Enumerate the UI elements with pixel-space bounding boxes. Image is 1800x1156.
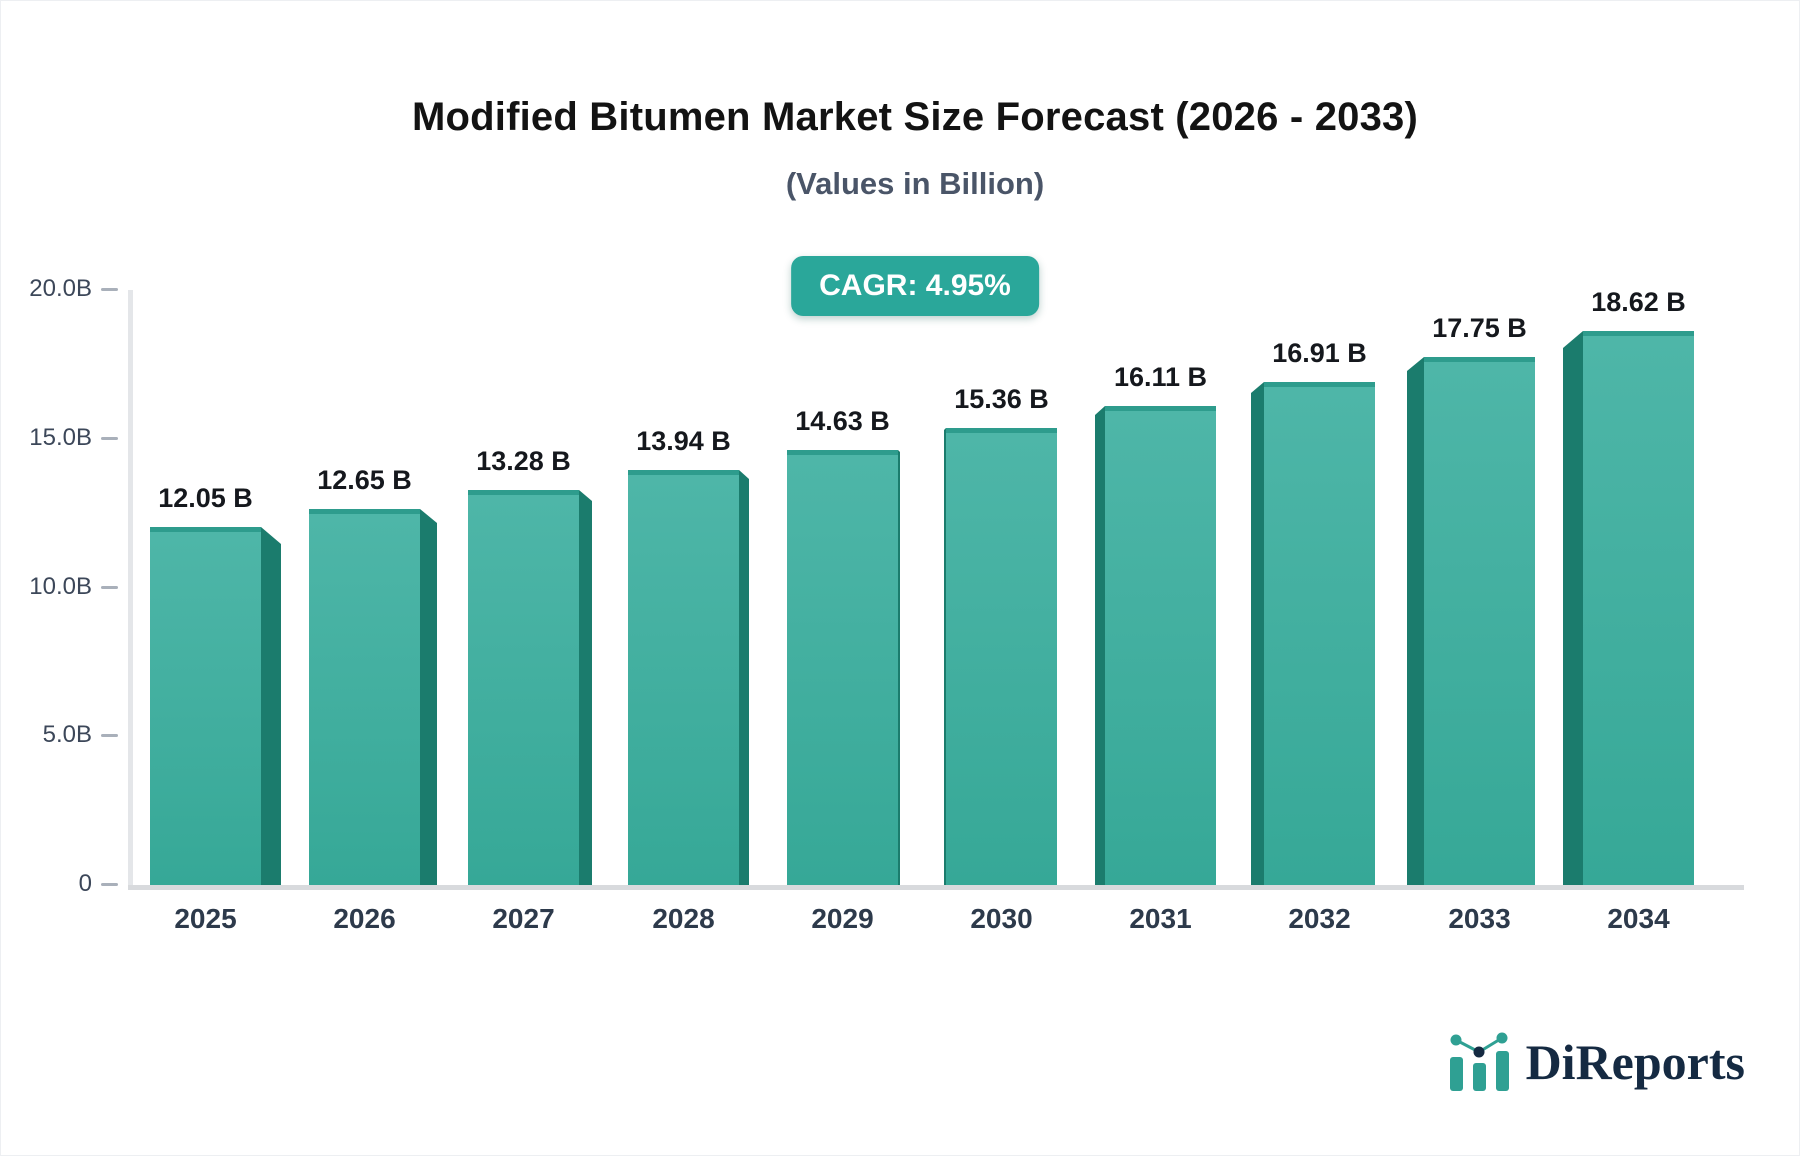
bar-value-label: 12.05 B <box>158 483 253 513</box>
x-axis-label-2027: 2027 <box>492 903 555 934</box>
bar-2030 <box>946 428 1057 885</box>
bar-side-2025 <box>261 527 281 885</box>
x-axis-label-2031: 2031 <box>1129 903 1192 934</box>
bar-2026 <box>309 509 420 885</box>
bar-side-2028 <box>739 470 749 885</box>
direports-logo: DiReports <box>1444 1030 1745 1094</box>
direports-logo-icon <box>1449 1032 1509 1091</box>
bar-side-2031 <box>1095 406 1105 885</box>
direports-logo-text: DiReports <box>1525 1034 1745 1090</box>
y-tick-label: 5.0B <box>42 721 92 749</box>
y-tick-mark <box>101 288 118 291</box>
bar-side-2027 <box>579 490 592 885</box>
y-tick-mark <box>101 883 118 886</box>
bar-2027 <box>468 490 579 885</box>
bar-value-label: 17.75 B <box>1432 313 1527 343</box>
bar-side-2034 <box>1563 331 1583 885</box>
y-tick-mark <box>101 585 118 589</box>
bar-2033 <box>1424 357 1535 885</box>
x-axis-label-2029: 2029 <box>811 903 874 934</box>
bar-value-label: 15.36 B <box>954 384 1049 414</box>
x-axis-label-2033: 2033 <box>1448 903 1511 934</box>
chart-subtitle: (Values in Billion) <box>785 166 1045 201</box>
bar-value-label: 13.28 B <box>476 446 571 476</box>
bar-value-label: 13.94 B <box>636 426 731 456</box>
chart-title: Modified Bitumen Market Size Forecast (2… <box>411 95 1419 139</box>
bar-2029 <box>787 450 898 885</box>
y-tick-label: 15.0B <box>29 423 92 451</box>
bar-value-label: 16.11 B <box>1113 362 1208 392</box>
bar-value-label: 14.63 B <box>795 406 890 436</box>
bar-side-2030 <box>944 428 946 885</box>
bar-2025 <box>150 527 261 885</box>
x-axis-baseline <box>128 885 1744 890</box>
bar-side-2032 <box>1251 382 1264 885</box>
bar-value-label: 16.91 B <box>1272 338 1367 368</box>
bar-side-2033 <box>1407 357 1424 885</box>
bar-2032 <box>1264 382 1375 885</box>
y-tick-mark <box>101 436 118 440</box>
y-tick-mark <box>101 734 118 738</box>
x-axis-label-2026: 2026 <box>333 903 396 934</box>
x-axis-label-2028: 2028 <box>652 903 715 934</box>
x-axis-label-2025: 2025 <box>174 903 237 934</box>
y-tick-label: 20.0B <box>29 275 92 302</box>
x-axis-label-2032: 2032 <box>1288 903 1351 934</box>
x-axis-label-2030: 2030 <box>970 903 1033 934</box>
bar-side-2029 <box>898 450 900 885</box>
bar-value-label: 12.65 B <box>317 465 412 495</box>
cagr-badge: CAGR: 4.95% <box>791 256 1039 316</box>
bar-2034 <box>1583 331 1694 885</box>
bar-2028 <box>628 470 739 885</box>
y-tick-label: 0 <box>78 870 92 897</box>
y-axis-line <box>128 290 133 885</box>
bar-side-2026 <box>420 509 437 885</box>
bar-2031 <box>1105 406 1216 885</box>
y-tick-label: 10.0B <box>29 572 92 600</box>
x-axis-label-2034: 2034 <box>1607 903 1670 934</box>
bar-value-label: 18.62 B <box>1591 287 1686 317</box>
